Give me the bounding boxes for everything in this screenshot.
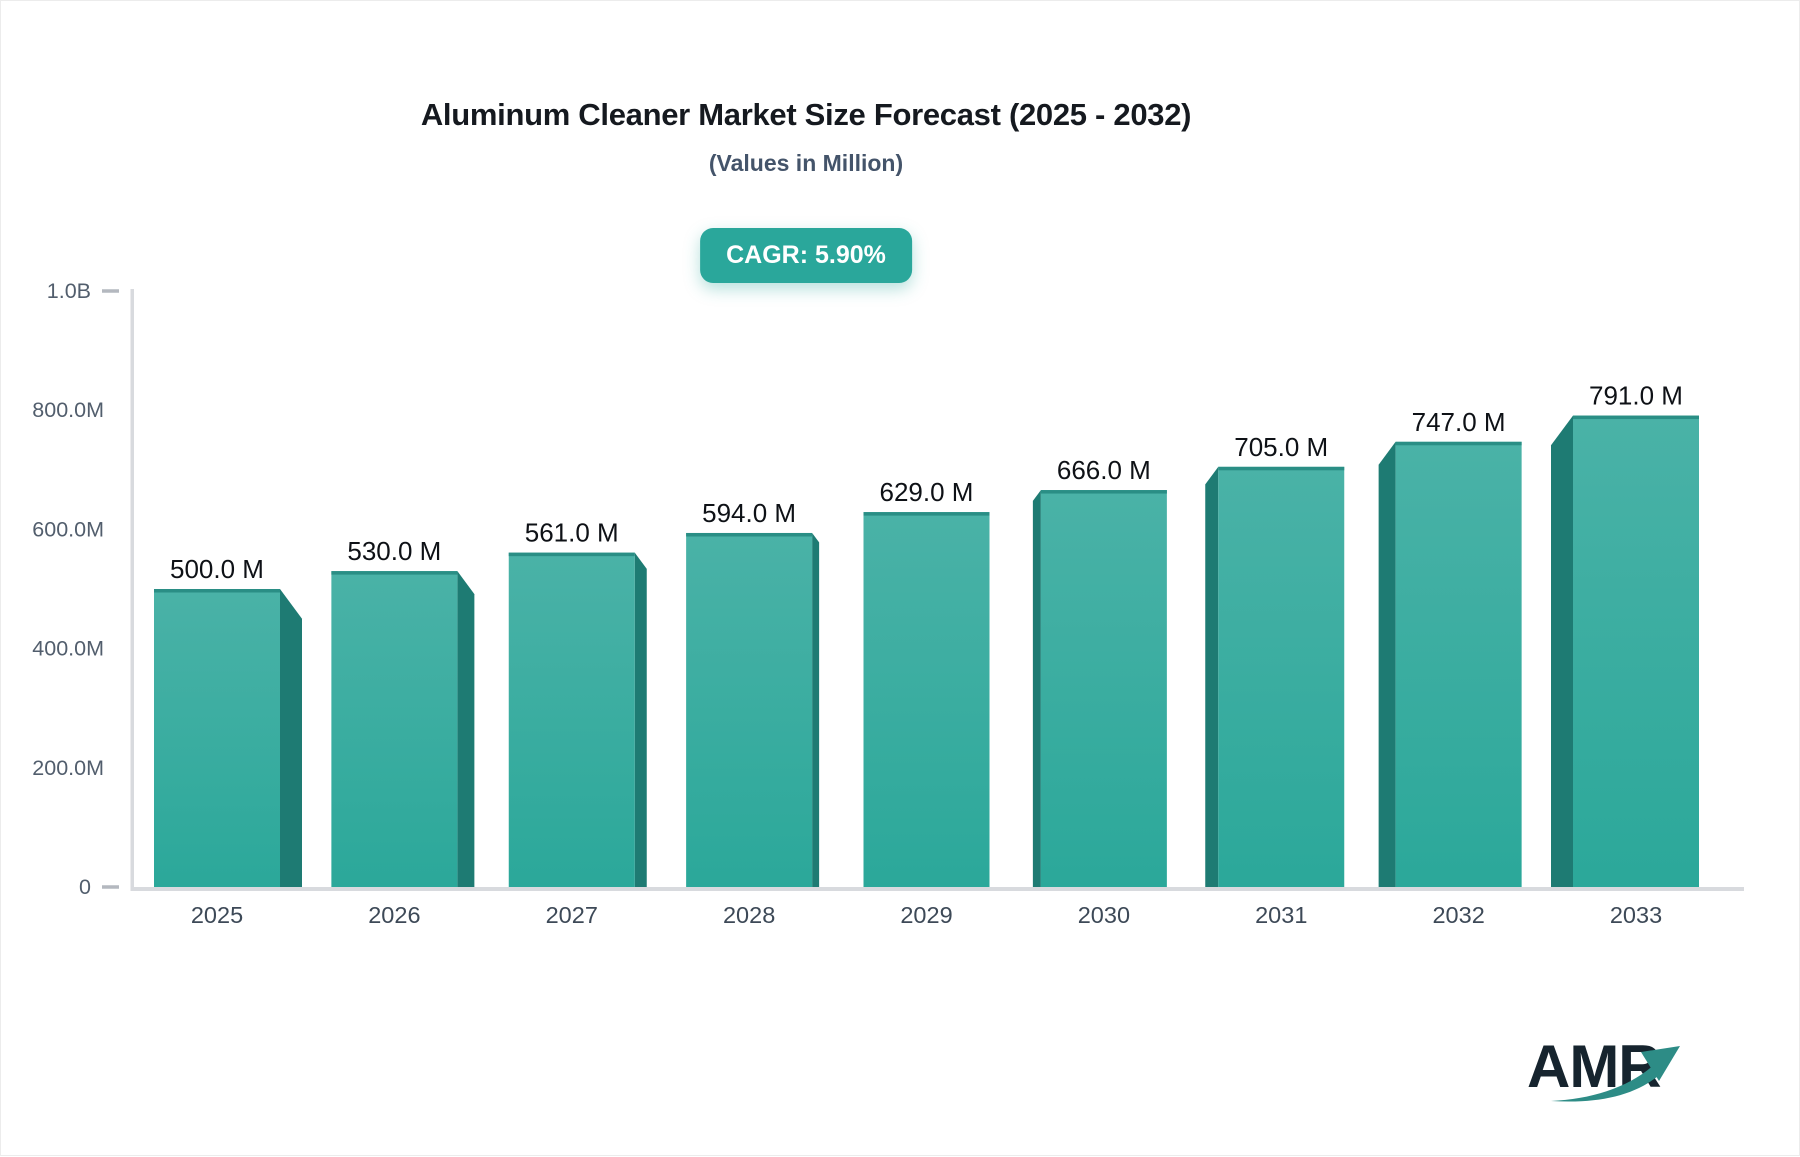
- bar-2030: 666.0 M 2030: [1032, 455, 1167, 928]
- y-axis-label: 200.0M: [32, 756, 104, 780]
- bar-2026: 530.0 M 2026: [331, 536, 475, 928]
- bar-top-edge: [1573, 415, 1699, 420]
- bar-2031: 705.0 M 2031: [1205, 432, 1345, 928]
- bar-top-edge: [1218, 466, 1345, 471]
- bar-front-face: [508, 552, 635, 887]
- bar-value-label: 500.0 M: [170, 554, 264, 584]
- amr-logo: AMR: [1481, 1021, 1761, 1131]
- bar-2027: 561.0 M 2027: [508, 518, 647, 928]
- bar-value-label: 705.0 M: [1234, 432, 1328, 462]
- bar-top-edge: [863, 512, 990, 516]
- x-axis-label: 2025: [191, 902, 243, 928]
- bar-top-edge: [1040, 490, 1167, 494]
- y-axis-label: 1.0B: [47, 279, 91, 303]
- x-axis-label: 2029: [900, 902, 952, 928]
- bar-2032: 747.0 M 2032: [1378, 407, 1522, 928]
- bar-side-face: [1378, 441, 1396, 887]
- bar-front-face: [1040, 490, 1167, 887]
- y-axis-line: [130, 289, 134, 891]
- x-axis-label: 2030: [1078, 902, 1130, 928]
- bar-front-face: [1395, 441, 1522, 887]
- bar-side-face: [1032, 490, 1041, 887]
- x-axis-label: 2028: [723, 902, 775, 928]
- bar-value-label: 747.0 M: [1412, 407, 1506, 437]
- y-tick-dash: [102, 289, 119, 293]
- bar-value-label: 530.0 M: [347, 536, 441, 566]
- bar-side-face: [1551, 415, 1573, 887]
- amr-logo-text: AMR: [1527, 1033, 1661, 1100]
- y-axis-label: 600.0M: [32, 517, 104, 541]
- bar-front-face: [154, 589, 280, 887]
- bar-value-label: 666.0 M: [1057, 455, 1151, 485]
- bar-2033: 791.0 M 2033: [1551, 381, 1699, 928]
- bar-side-face: [1205, 466, 1219, 887]
- bar-2025: 500.0 M 2025: [154, 554, 302, 928]
- bar-front-face: [686, 532, 813, 887]
- y-tick-dash: [102, 885, 119, 889]
- chart-title: Aluminum Cleaner Market Size Forecast (2…: [420, 97, 1192, 132]
- bar-top-edge: [331, 571, 458, 575]
- bar-2029: 629.0 M 2029: [863, 477, 990, 928]
- trend-arrow-icon: [1551, 1046, 1680, 1102]
- cagr-badge: CAGR: 5.90%: [700, 228, 912, 283]
- bar-top-edge: [686, 532, 813, 537]
- bar-value-label: 561.0 M: [525, 518, 619, 548]
- chart-subtitle: (Values in Million): [708, 150, 904, 176]
- x-axis-line: [130, 887, 1744, 891]
- x-axis-label: 2031: [1255, 902, 1307, 928]
- y-axis-label: 800.0M: [32, 398, 104, 422]
- bar-side-face: [812, 532, 820, 887]
- x-axis-label: 2027: [546, 902, 598, 928]
- bar-side-face: [457, 571, 475, 887]
- bar-top-edge: [1395, 441, 1522, 446]
- bar-front-face: [863, 512, 990, 887]
- bar-top-edge: [508, 552, 635, 557]
- bar-side-face: [280, 589, 302, 887]
- x-axis-label: 2026: [368, 902, 420, 928]
- bar-value-label: 791.0 M: [1589, 381, 1683, 411]
- bar-value-label: 594.0 M: [702, 498, 796, 528]
- bar-front-face: [1573, 415, 1699, 887]
- y-axis-label: 0: [79, 875, 91, 899]
- bar-top-edge: [154, 589, 280, 593]
- bar-side-face: [634, 552, 647, 887]
- y-axis-label: 400.0M: [32, 637, 104, 661]
- x-axis-label: 2032: [1432, 902, 1484, 928]
- bar-2028: 594.0 M 2028: [686, 498, 820, 928]
- bar-front-face: [1218, 466, 1345, 887]
- x-axis-label: 2033: [1610, 902, 1662, 928]
- bar-front-face: [331, 571, 458, 887]
- bar-value-label: 629.0 M: [880, 477, 974, 507]
